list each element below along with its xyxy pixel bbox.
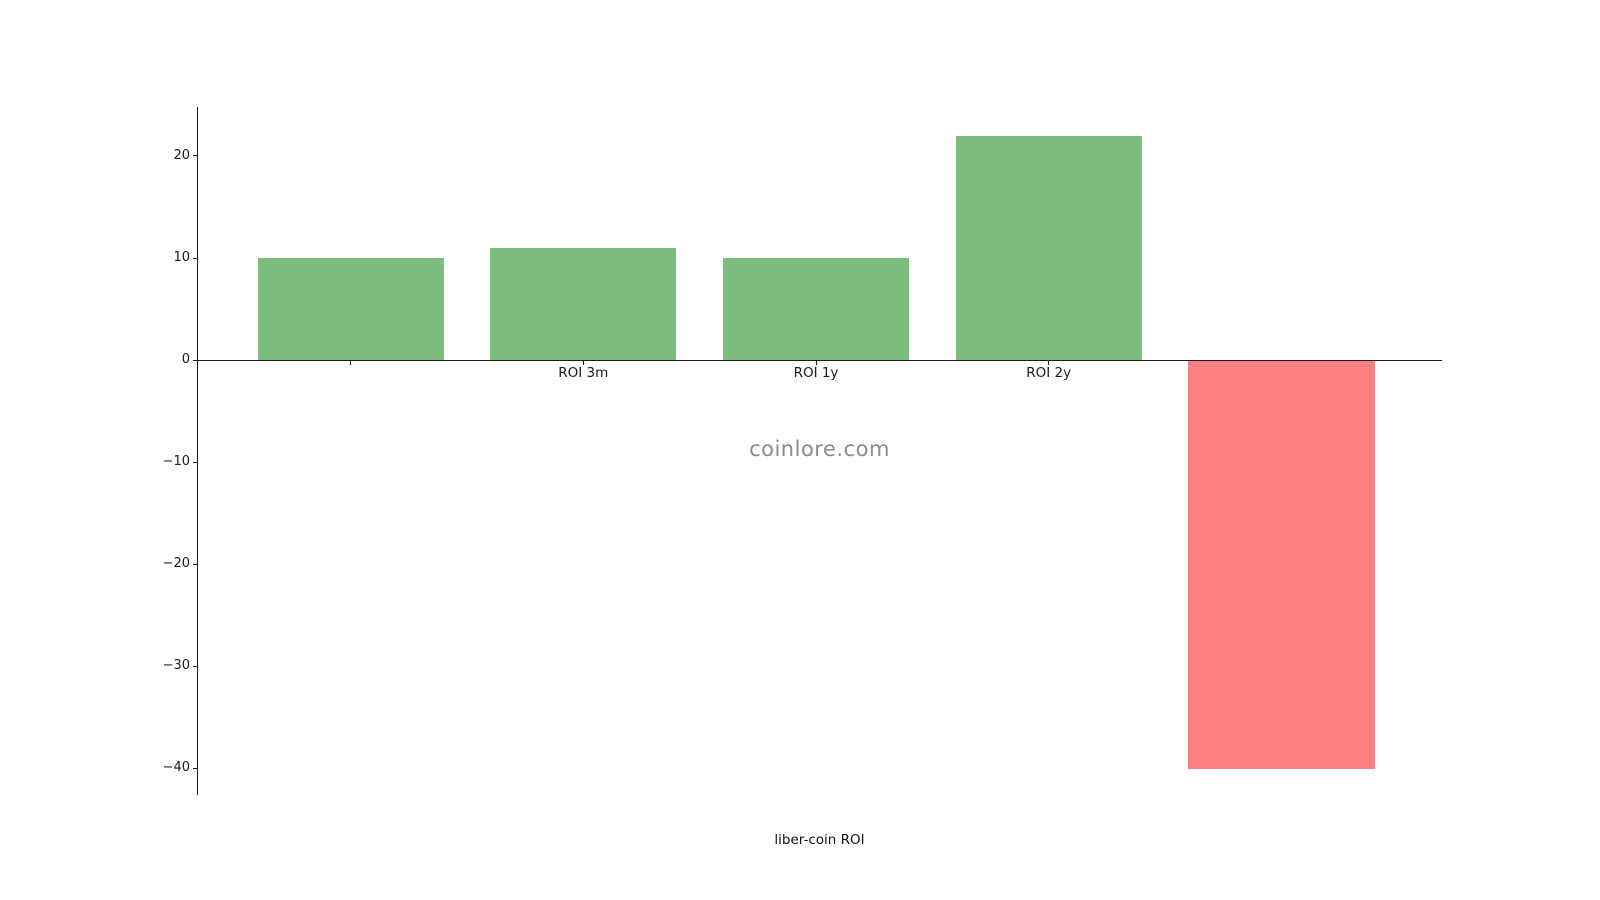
x-tick-label: ROI 1y — [793, 365, 839, 382]
bar-ROI 3m — [490, 247, 677, 361]
x-axis-line — [197, 360, 1442, 362]
bar-ROI 2y — [955, 135, 1142, 361]
y-tick-mark — [193, 563, 197, 565]
x-tick-label: ROI 2y — [1026, 365, 1072, 382]
y-axis-line — [197, 107, 198, 795]
y-tick-label: −40 — [162, 760, 190, 776]
y-tick-label: −10 — [162, 454, 190, 470]
y-tick-mark — [193, 257, 197, 259]
y-tick-label: 0 — [181, 352, 190, 368]
bar-index-0 — [257, 258, 444, 361]
y-tick-mark — [193, 665, 197, 667]
y-tick-mark — [193, 359, 197, 361]
bar-index-4 — [1188, 361, 1375, 770]
chart-title: liber-coin ROI — [774, 832, 865, 848]
y-tick-label: −20 — [162, 556, 190, 572]
x-tick-label: ROI 3m — [558, 365, 609, 382]
x-tick-mark — [815, 361, 817, 366]
y-tick-label: 10 — [173, 250, 190, 266]
y-tick-mark — [193, 767, 197, 769]
y-tick-label: 20 — [173, 147, 190, 163]
y-tick-mark — [193, 461, 197, 463]
watermark-text: coinlore.com — [749, 437, 890, 461]
x-tick-mark — [350, 361, 352, 366]
x-tick-mark — [582, 361, 584, 366]
bar-ROI 1y — [722, 258, 910, 361]
y-tick-mark — [193, 155, 197, 157]
x-tick-mark — [1048, 361, 1050, 366]
y-tick-label: −30 — [162, 658, 190, 674]
